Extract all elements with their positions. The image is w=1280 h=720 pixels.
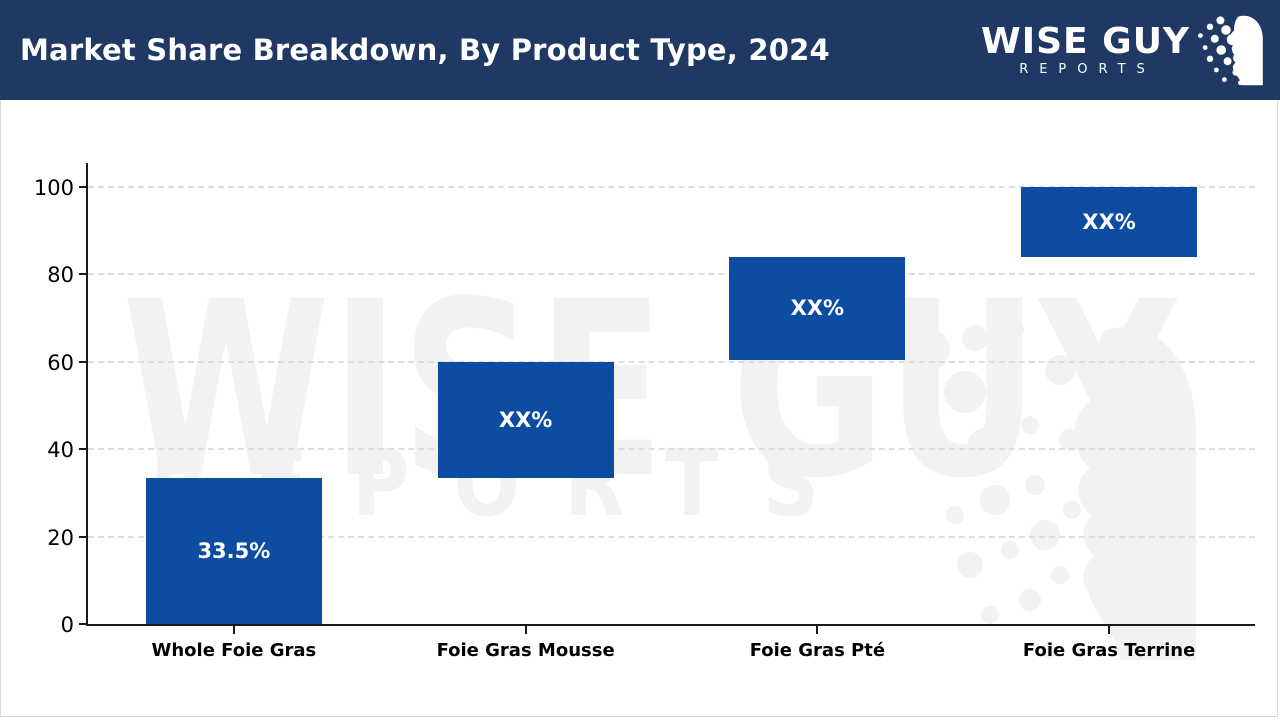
x-axis-line [86,624,1255,626]
y-tick-mark [79,535,88,538]
bar-segment-foie-gras-mousse: XX% [437,361,614,478]
gridline [88,535,1255,538]
page-title: Market Share Breakdown, By Product Type,… [20,33,830,67]
gridline [88,360,1255,363]
bar-segment-foie-gras-terrine: XX% [1021,187,1198,257]
gridline [88,448,1255,451]
x-axis-label: Foie Gras Terrine [1022,640,1196,661]
watermark-face-icon [907,321,1197,660]
x-tick-mark [524,626,527,634]
y-tick-mark [79,448,88,451]
x-tick-mark [1108,626,1111,634]
bar-segment-foie-gras-pt-: XX% [729,256,906,360]
logo-subtitle: REPORTS [1019,61,1156,77]
x-axis-label: Foie Gras Mousse [436,640,615,661]
logo-face-icon [1198,15,1263,86]
y-tick-mark [79,360,88,363]
y-tick-label: 20 [47,525,74,550]
x-axis-label: Foie Gras Pté [749,640,886,661]
y-tick-mark [79,623,88,625]
gridline [88,273,1255,276]
logo-text: WISE GUY REPORTS [980,20,1190,77]
bar-value-label: XX% [790,296,845,321]
x-tick-mark [816,626,819,634]
watermark-wordmark: WISE GUY [122,250,1176,532]
bar-value-label: 33.5% [197,538,271,563]
plot-area: 0 20 40 60 80 100 33.5% Whole Foie Gras XX% Foie … [34,163,1255,661]
y-axis-line [86,163,88,626]
y-tick-mark [79,186,88,189]
bar-segment-whole-foie-gras: 33.5% [145,477,322,624]
logo-wordmark: WISE GUY [980,20,1190,62]
header-bar: Market Share Breakdown, By Product Type,… [0,0,1280,100]
y-tick-label: 100 [33,176,74,201]
y-tick-label: 60 [47,350,74,375]
y-tick-label: 0 [60,613,74,637]
bar-value-label: XX% [1082,210,1136,234]
y-tick-mark [79,273,88,276]
gridline [88,186,1255,189]
y-tick-label: 40 [47,438,74,463]
x-tick-mark [232,626,235,634]
wise-guy-logo: WISE GUY REPORTS [981,6,1280,94]
y-tick-label: 80 [47,263,74,288]
bar-value-label: XX% [498,407,553,432]
x-axis-label: Whole Foie Gras [151,640,317,661]
